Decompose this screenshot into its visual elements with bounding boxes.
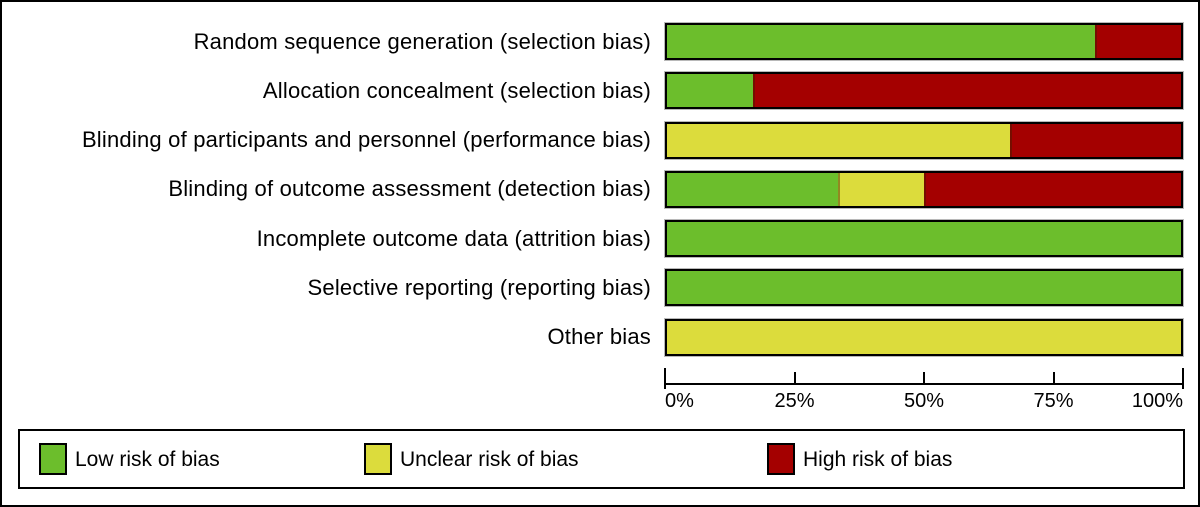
stacked-bar: [664, 22, 1184, 61]
bar-segment-low-risk-of-bias: [667, 222, 1181, 256]
x-axis-tick-100: [1182, 368, 1184, 389]
bar-segment-low-risk-of-bias: [667, 74, 753, 108]
category-label: Blinding of participants and personnel (…: [81, 127, 651, 153]
legend-label: Unclear risk of bias: [400, 447, 579, 471]
legend-swatch-high-risk-of-bias: [767, 443, 795, 475]
bar-segment-low-risk-of-bias: [667, 25, 1096, 58]
legend-label: High risk of bias: [803, 447, 953, 471]
bar-segment-high-risk-of-bias: [1009, 123, 1181, 157]
chart-row-selective-reporting-reporting-bias: Selective reporting (reporting bias): [2, 268, 1184, 308]
bar-segment-low-risk-of-bias: [667, 172, 839, 206]
x-axis-tick-0: [664, 368, 666, 389]
bar-segment-low-risk-of-bias: [667, 271, 1181, 305]
legend-label: Low risk of bias: [75, 447, 220, 471]
stacked-bar: [664, 268, 1184, 308]
legend-swatch-low-risk-of-bias: [39, 443, 67, 475]
bar-segment-unclear-risk-of-bias: [667, 123, 1010, 157]
stacked-bar: [664, 317, 1184, 357]
chart-row-allocation-concealment-selection-bias: Allocation concealment (selection bias): [2, 71, 1184, 111]
chart-row-incomplete-outcome-data-attrition-bias: Incomplete outcome data (attrition bias): [2, 219, 1184, 259]
stacked-bar: [664, 219, 1184, 259]
category-label: Random sequence generation (selection bi…: [193, 28, 651, 54]
x-axis-tick-labels: 0% 25% 50% 75% 100%: [665, 390, 1183, 412]
category-label: Incomplete outcome data (attrition bias): [256, 225, 651, 251]
stacked-bar: [664, 71, 1184, 111]
bar-segment-unclear-risk-of-bias: [838, 172, 924, 206]
bar-segment-high-risk-of-bias: [1095, 25, 1181, 58]
category-label: Allocation concealment (selection bias): [262, 77, 651, 103]
chart-row-random-sequence-generation-selection-bias: Random sequence generation (selection bi…: [2, 22, 1184, 61]
category-label: Other bias: [547, 324, 651, 350]
bar-segment-high-risk-of-bias: [923, 172, 1181, 206]
x-axis-tick-label: 50%: [903, 390, 945, 412]
stacked-bar: [664, 120, 1184, 160]
category-label: Blinding of outcome assessment (detectio…: [168, 176, 651, 202]
x-axis-tick-label: 75%: [1033, 390, 1074, 412]
category-label: Selective reporting (reporting bias): [307, 274, 651, 300]
bar-segment-unclear-risk-of-bias: [667, 320, 1181, 354]
chart-row-other-bias: Other bias: [2, 317, 1184, 357]
x-axis-tick-label: 25%: [774, 390, 815, 412]
legend-item-high-risk-of-bias: High risk of bias: [767, 443, 952, 475]
x-axis-tick-label: 100%: [1131, 390, 1183, 412]
chart-rows: Random sequence generation (selection bi…: [2, 22, 1184, 368]
x-axis-tick-label: 0%: [665, 390, 694, 412]
chart-row-blinding-of-outcome-assessment-detection-bias: Blinding of outcome assessment (detectio…: [2, 169, 1184, 209]
x-axis-tick-50: [923, 372, 925, 385]
legend-swatch-unclear-risk-of-bias: [364, 443, 392, 475]
stacked-bar: [664, 169, 1184, 209]
x-axis-tick-75: [1052, 372, 1055, 385]
legend-item-low-risk-of-bias: Low risk of bias: [39, 443, 220, 475]
x-axis-tick-25: [793, 372, 796, 385]
legend-item-unclear-risk-of-bias: Unclear risk of bias: [364, 443, 579, 475]
x-axis: [664, 368, 1184, 389]
legend: Low risk of bias Unclear risk of bias High…: [18, 429, 1185, 489]
bar-segment-high-risk-of-bias: [752, 74, 1181, 108]
chart-row-blinding-of-participants-and-personnel-performance-bias: Blinding of participants and personnel (…: [2, 120, 1184, 160]
